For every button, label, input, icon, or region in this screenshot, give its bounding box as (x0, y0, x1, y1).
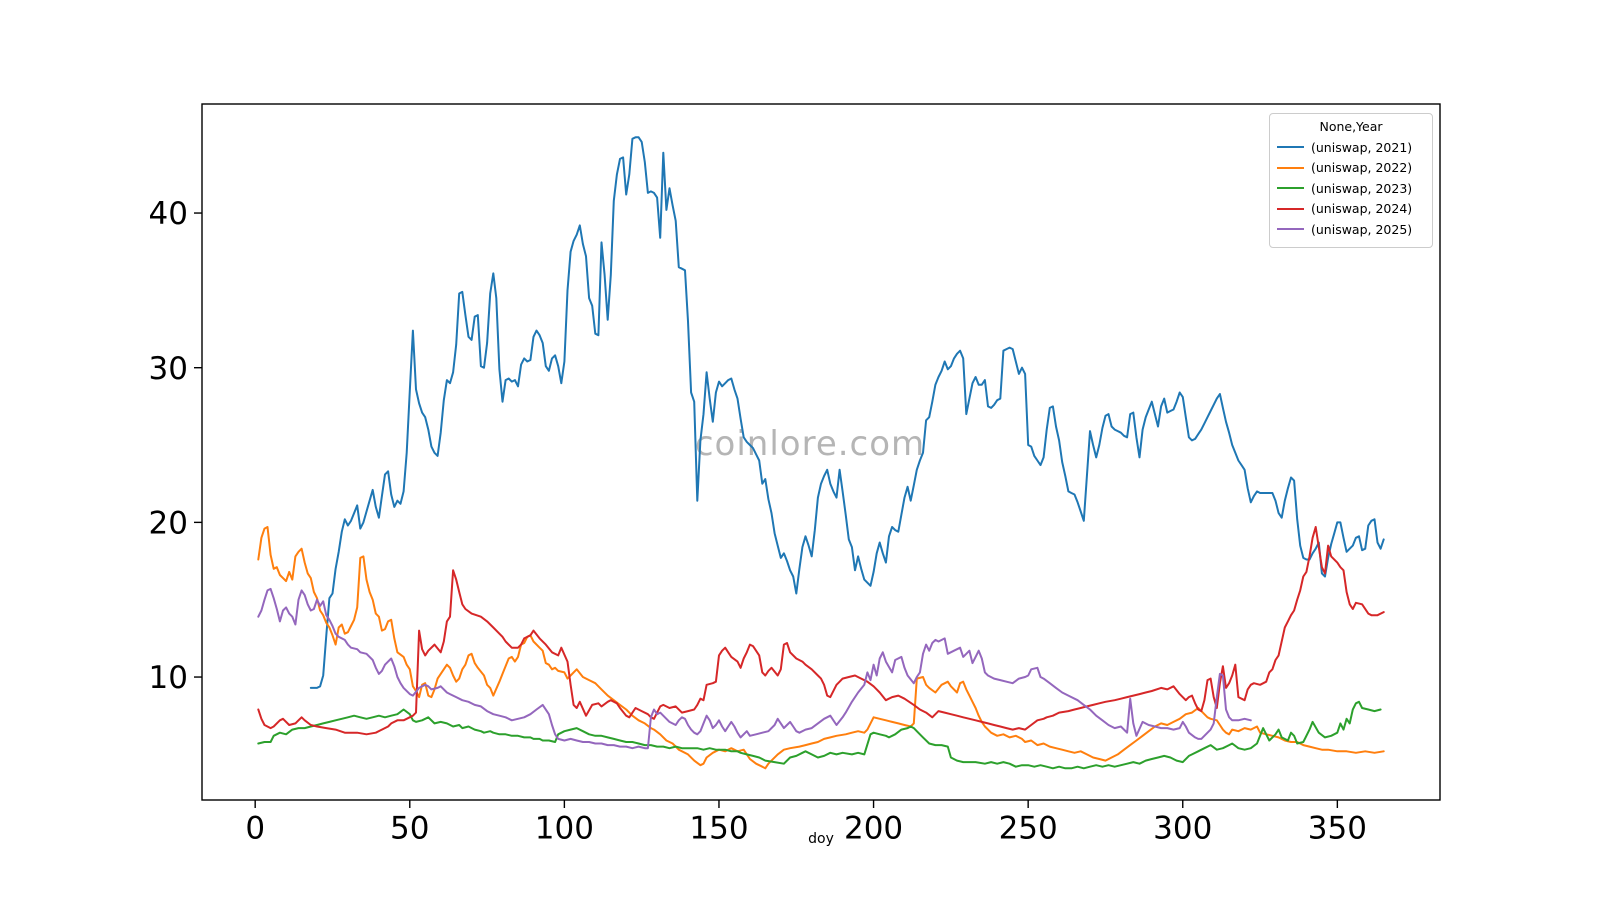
series-line-2024 (257, 526, 1385, 736)
legend: None,Year (uniswap, 2021) (uniswap, 2022… (1269, 113, 1433, 248)
legend-item: (uniswap, 2023) (1277, 178, 1425, 199)
x-tick-label: 0 (245, 810, 265, 846)
y-tick-label: 10 (149, 660, 188, 696)
legend-item: (uniswap, 2025) (1277, 219, 1425, 240)
legend-item: (uniswap, 2022) (1277, 158, 1425, 179)
x-tick-label: 100 (535, 810, 594, 846)
series-line-2021 (309, 136, 1385, 689)
series-line-2022 (257, 526, 1385, 770)
plot-frame (201, 103, 1441, 801)
x-tick-label: 50 (390, 810, 429, 846)
x-tick-label: 250 (999, 810, 1058, 846)
legend-line-swatch-2023-icon (1277, 187, 1304, 190)
y-tick-label: 40 (149, 196, 188, 232)
legend-line-swatch-2022-icon (1277, 166, 1304, 169)
x-tick-label: 300 (1153, 810, 1212, 846)
y-tick-label: 30 (149, 351, 188, 387)
x-axis-label: doy (808, 831, 834, 847)
legend-item-label: (uniswap, 2022) (1311, 160, 1413, 176)
legend-item-label: (uniswap, 2021) (1311, 139, 1413, 155)
legend-line-swatch-2021-icon (1277, 146, 1304, 149)
y-tick-label: 20 (149, 506, 188, 542)
legend-item-label: (uniswap, 2024) (1311, 201, 1413, 217)
x-tick-label: 150 (689, 810, 748, 846)
legend-item-label: (uniswap, 2025) (1311, 221, 1413, 237)
legend-line-swatch-2025-icon (1277, 228, 1304, 231)
legend-line-swatch-2024-icon (1277, 207, 1304, 210)
series-line-2023 (257, 700, 1382, 770)
legend-title: None,Year (1319, 119, 1383, 134)
series-line-2025 (257, 587, 1252, 750)
legend-item: (uniswap, 2021) (1277, 137, 1425, 158)
legend-item: (uniswap, 2024) (1277, 199, 1425, 220)
x-tick-label: 350 (1308, 810, 1367, 846)
watermark: coinlore.com (694, 424, 926, 464)
legend-item-label: (uniswap, 2023) (1311, 180, 1413, 196)
x-tick-label: 200 (844, 810, 903, 846)
